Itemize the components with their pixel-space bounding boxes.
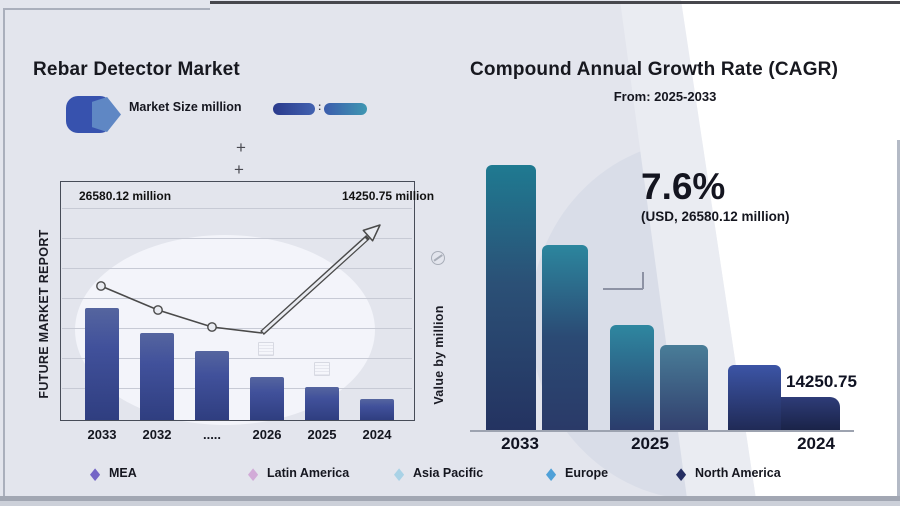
legend-label: Latin America xyxy=(267,466,350,480)
page-title: Rebar Detector Market xyxy=(33,59,240,80)
market-bar-2024 xyxy=(360,399,394,420)
cagr-bar-2024-a xyxy=(728,365,781,430)
x-label: 2024 xyxy=(362,427,392,442)
cagr-bar-2025-b xyxy=(660,345,708,430)
x-label: 2033 xyxy=(87,427,117,442)
gridline xyxy=(62,298,412,299)
left-axis-label: FUTURE MARKET REPORT xyxy=(37,229,51,399)
frame-top-dark-line xyxy=(210,1,900,4)
market-bar-2032 xyxy=(140,333,174,420)
cagr-bar-2025-a xyxy=(610,325,654,430)
cylinder-icon-cap xyxy=(92,97,121,132)
right-axis-label: Value by million xyxy=(432,305,446,405)
plus-mark-icon: + xyxy=(234,160,244,179)
frame-left-line xyxy=(3,8,5,500)
legend-label: North America xyxy=(695,466,781,480)
diamond-swatch-icon: ◆ xyxy=(546,463,556,483)
diamond-swatch-icon: ◆ xyxy=(248,463,258,483)
frame-top-light-line xyxy=(3,8,210,10)
market-bar-mid xyxy=(195,351,229,420)
gridline xyxy=(62,358,412,359)
diamond-swatch-icon: ◆ xyxy=(394,463,404,483)
cagr-period: From: 2025-2033 xyxy=(613,89,717,104)
cagr-x-label: 2033 xyxy=(501,434,539,453)
gridline xyxy=(62,208,412,209)
x-label: 2032 xyxy=(142,427,172,442)
chart-end-value: 14250.75 million xyxy=(342,189,435,203)
cagr-x-label: 2024 xyxy=(797,434,835,453)
ratio-pill-teal xyxy=(324,103,367,115)
frame-bottom-strip-light xyxy=(0,501,900,506)
frame-right-line xyxy=(897,140,900,506)
diamond-swatch-icon: ◆ xyxy=(676,463,686,483)
legend-label: Europe xyxy=(565,466,609,480)
legend-label: Asia Pacific xyxy=(413,466,484,480)
gridline xyxy=(62,238,412,239)
legend-item-mea: ◆ MEA xyxy=(90,463,137,483)
diamond-swatch-icon: ◆ xyxy=(90,463,100,483)
market-bar-2026 xyxy=(250,377,284,420)
cagr-bar-2033-b xyxy=(542,245,588,430)
ghost-table-icon xyxy=(314,362,330,376)
gridline xyxy=(62,328,412,329)
cagr-x-label: 2025 xyxy=(631,434,669,453)
x-label: 2025 xyxy=(307,427,337,442)
cagr-title: Compound Annual Growth Rate (CAGR) xyxy=(470,59,839,80)
frame-bottom-strip xyxy=(0,496,900,501)
x-label: ..... xyxy=(202,427,222,442)
trend-overlay xyxy=(96,224,381,336)
market-size-label: Market Size million xyxy=(129,100,242,114)
cagr-bar-2033-a xyxy=(486,165,536,430)
legend-item-europe: ◆ Europe xyxy=(546,463,609,483)
step-line xyxy=(603,288,643,290)
step-line xyxy=(642,272,644,289)
cagr-value: 7.6% xyxy=(641,166,726,207)
legend-label: MEA xyxy=(109,466,137,480)
cagr-baseline xyxy=(470,430,854,432)
market-size-chart-frame xyxy=(60,181,415,421)
gridline xyxy=(62,388,412,389)
chart-start-value: 26580.12 million xyxy=(79,189,172,203)
cagr-detail: (USD, 26580.12 million) xyxy=(641,209,790,224)
cagr-end-value: 14250.75 xyxy=(786,372,857,391)
market-bar-2025 xyxy=(305,387,339,420)
market-bar-2033 xyxy=(85,308,119,420)
ratio-separator: : xyxy=(318,102,322,113)
ghost-table-icon xyxy=(258,342,274,356)
cagr-bar-2024-b xyxy=(781,397,840,430)
gridline xyxy=(62,268,412,269)
ratio-pill-dark xyxy=(273,103,315,115)
x-label: 2026 xyxy=(252,427,282,442)
prohibition-icon xyxy=(431,251,445,265)
legend-item-asia-pacific: ◆ Asia Pacific xyxy=(394,463,484,483)
legend-item-latin-america: ◆ Latin America xyxy=(248,463,350,483)
legend-item-north-america: ◆ North America xyxy=(676,463,781,483)
plus-mark-icon: + xyxy=(236,138,246,157)
